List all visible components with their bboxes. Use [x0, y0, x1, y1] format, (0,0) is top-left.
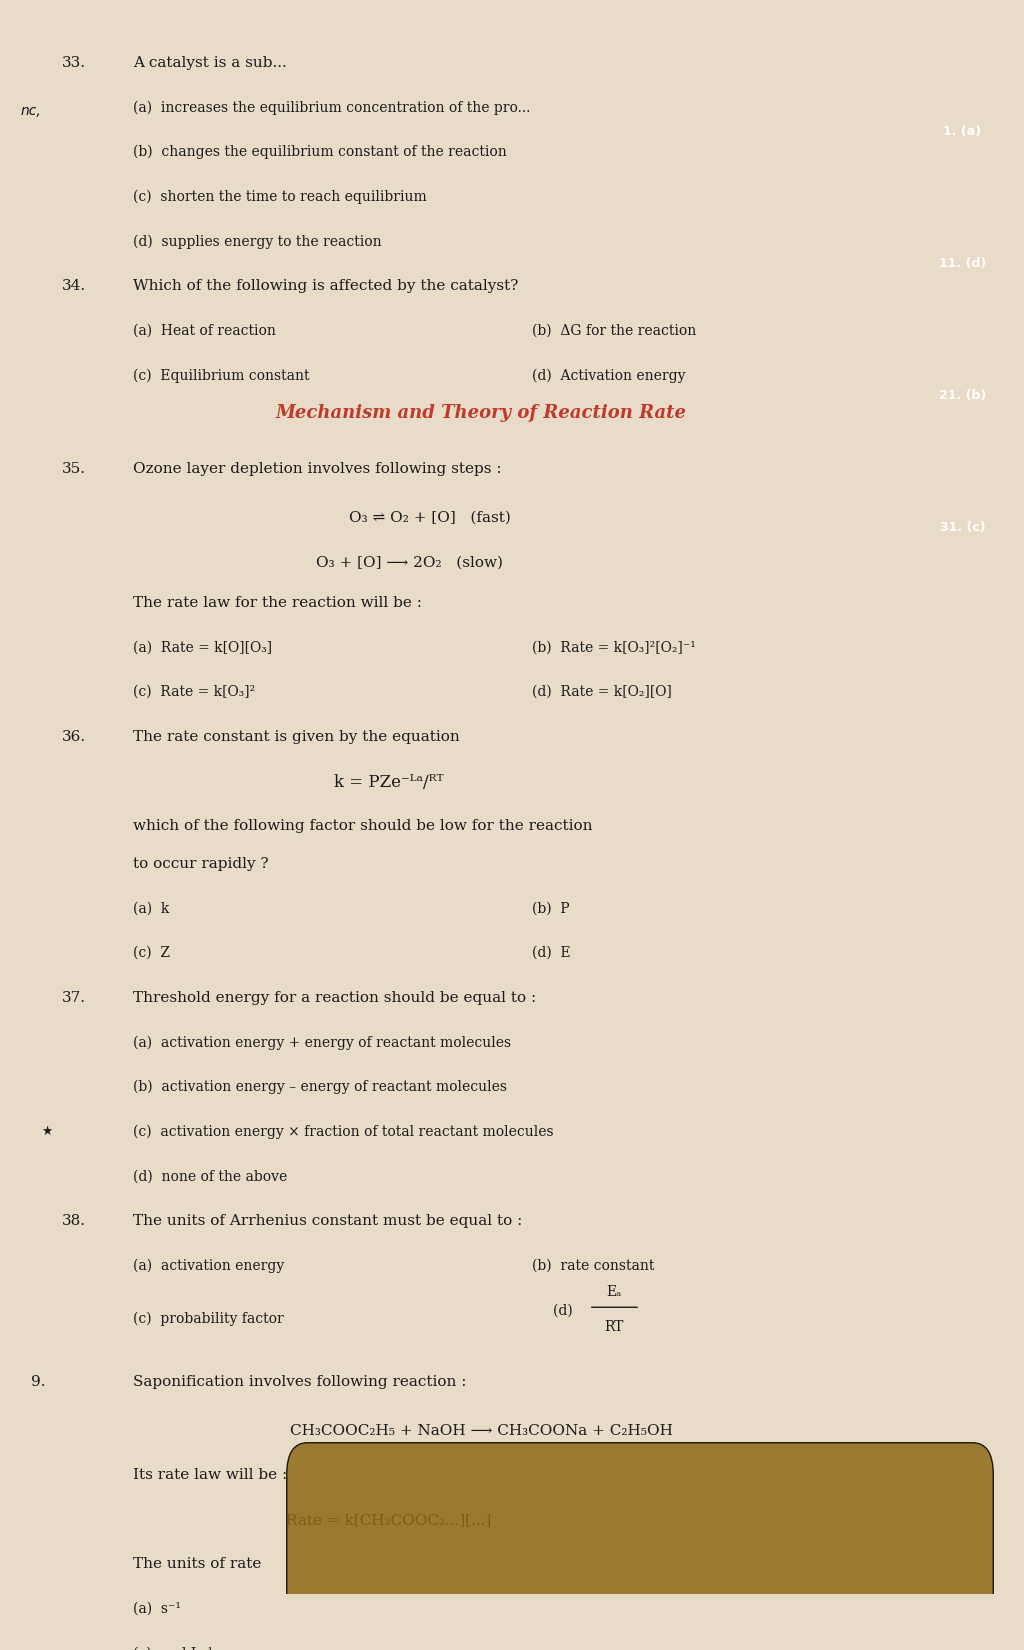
Text: (a)  activation energy: (a) activation energy [133, 1259, 285, 1272]
Text: 35.: 35. [61, 462, 85, 475]
Text: (c)  mol L⁻¹: (c) mol L⁻¹ [133, 1647, 213, 1650]
Text: (a)  k: (a) k [133, 901, 170, 916]
Text: (c)  shorten the time to reach equilibrium: (c) shorten the time to reach equilibriu… [133, 190, 427, 205]
Text: (d): (d) [553, 1304, 582, 1318]
Text: 1. (a): 1. (a) [943, 125, 982, 139]
Text: (a)  activation energy + energy of reactant molecules: (a) activation energy + energy of reacta… [133, 1035, 511, 1049]
Text: O₃ + [O] ⟶ 2O₂   (slow): O₃ + [O] ⟶ 2O₂ (slow) [316, 556, 503, 569]
Text: 36.: 36. [61, 729, 86, 744]
Text: 34.: 34. [61, 279, 86, 294]
Text: to occur rapidly ?: to occur rapidly ? [133, 856, 268, 871]
Text: (d)  E: (d) E [532, 945, 571, 960]
FancyBboxPatch shape [287, 1442, 993, 1650]
Text: 9.: 9. [31, 1374, 45, 1389]
Text: 37.: 37. [61, 990, 85, 1005]
Text: (d)  Activation energy: (d) Activation energy [532, 368, 686, 383]
Text: Mechanism and Theory of Reaction Rate: Mechanism and Theory of Reaction Rate [275, 404, 687, 422]
Text: k = PZe⁻ᴸᵃ/ᴿᵀ: k = PZe⁻ᴸᵃ/ᴿᵀ [335, 774, 443, 792]
Text: Eₐ: Eₐ [606, 1285, 623, 1299]
Text: (b)  ΔG for the reaction: (b) ΔG for the reaction [532, 323, 696, 338]
Text: (d)  supplies energy to the reaction: (d) supplies energy to the reaction [133, 234, 382, 249]
Text: (c)  Equilibrium constant: (c) Equilibrium constant [133, 368, 309, 383]
Text: (a)  increases the equilibrium concentration of the pro...: (a) increases the equilibrium concentrat… [133, 101, 530, 116]
Text: which of the following factor should be low for the reaction: which of the following factor should be … [133, 818, 593, 833]
Text: 31. (c): 31. (c) [940, 521, 985, 535]
Text: 21. (b): 21. (b) [939, 389, 986, 403]
Text: nc,: nc, [20, 104, 41, 117]
Text: (c)  Z: (c) Z [133, 945, 170, 960]
Text: Saponification involves following reaction :: Saponification involves following reacti… [133, 1374, 467, 1389]
Text: (a)  s⁻¹: (a) s⁻¹ [133, 1602, 181, 1615]
Text: ★: ★ [41, 1125, 52, 1137]
Text: (b)  changes the equilibrium constant of the reaction: (b) changes the equilibrium constant of … [133, 145, 507, 160]
Text: Ozone layer depletion involves following steps :: Ozone layer depletion involves following… [133, 462, 502, 475]
Text: CH₃COOC₂H₅ + NaOH ⟶ CH₃COONa + C₂H₅OH: CH₃COOC₂H₅ + NaOH ⟶ CH₃COONa + C₂H₅OH [290, 1424, 673, 1437]
Text: Rate = k[CH₃COOC₂...][...]: Rate = k[CH₃COOC₂...][...] [287, 1513, 492, 1526]
Text: (d)  none of the above: (d) none of the above [133, 1170, 288, 1183]
Text: (a)  Rate = k[O][O₃]: (a) Rate = k[O][O₃] [133, 640, 272, 655]
Text: (b)  rate constant: (b) rate constant [532, 1259, 655, 1272]
Text: (a)  Heat of reaction: (a) Heat of reaction [133, 323, 276, 338]
Text: (b)  Rate = k[O₃]²[O₂]⁻¹: (b) Rate = k[O₃]²[O₂]⁻¹ [532, 640, 696, 655]
Text: A catalyst is a sub...: A catalyst is a sub... [133, 56, 287, 69]
Text: RT: RT [605, 1320, 624, 1333]
Text: The rate constant is given by the equation: The rate constant is given by the equati… [133, 729, 460, 744]
Text: 11. (d): 11. (d) [939, 257, 986, 271]
Text: (b)  activation energy – energy of reactant molecules: (b) activation energy – energy of reacta… [133, 1081, 507, 1094]
Text: (c)  probability factor: (c) probability factor [133, 1312, 284, 1327]
Text: Which of the following is affected by the catalyst?: Which of the following is affected by th… [133, 279, 518, 294]
Text: 33.: 33. [61, 56, 85, 69]
Text: (c)  activation energy × fraction of total reactant molecules: (c) activation energy × fraction of tota… [133, 1125, 554, 1138]
Text: Its rate law will be :: Its rate law will be : [133, 1468, 288, 1482]
Text: (b)  P: (b) P [532, 901, 570, 916]
Text: The rate law for the reaction will be :: The rate law for the reaction will be : [133, 596, 422, 610]
Text: 38.: 38. [61, 1214, 85, 1228]
Text: The units of rate: The units of rate [133, 1558, 261, 1571]
Text: (d)  Rate = k[O₂][O]: (d) Rate = k[O₂][O] [532, 685, 673, 700]
Text: (c)  Rate = k[O₃]²: (c) Rate = k[O₃]² [133, 685, 255, 700]
Text: The units of Arrhenius constant must be equal to :: The units of Arrhenius constant must be … [133, 1214, 522, 1228]
Text: O₃ ⇌ O₂ + [O]   (fast): O₃ ⇌ O₂ + [O] (fast) [349, 512, 511, 525]
Text: Threshold energy for a reaction should be equal to :: Threshold energy for a reaction should b… [133, 990, 537, 1005]
